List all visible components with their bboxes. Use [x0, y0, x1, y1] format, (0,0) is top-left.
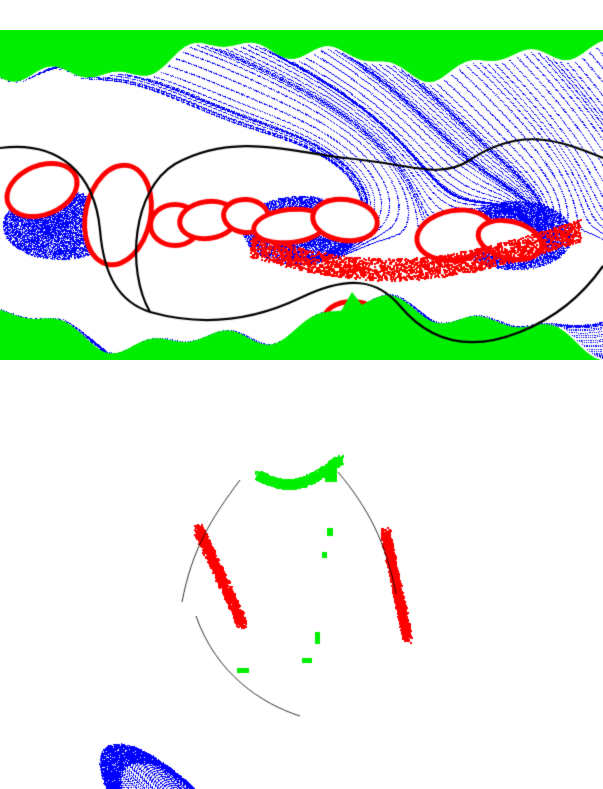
top-panel-canvas [0, 30, 603, 360]
panel-embedded-surface-3d [0, 380, 603, 789]
bottom-panel-canvas [0, 380, 603, 789]
panel-parameter-domain-map [0, 30, 603, 360]
svg-bottom-raster [0, 380, 603, 789]
svg-top-raster [0, 30, 603, 360]
